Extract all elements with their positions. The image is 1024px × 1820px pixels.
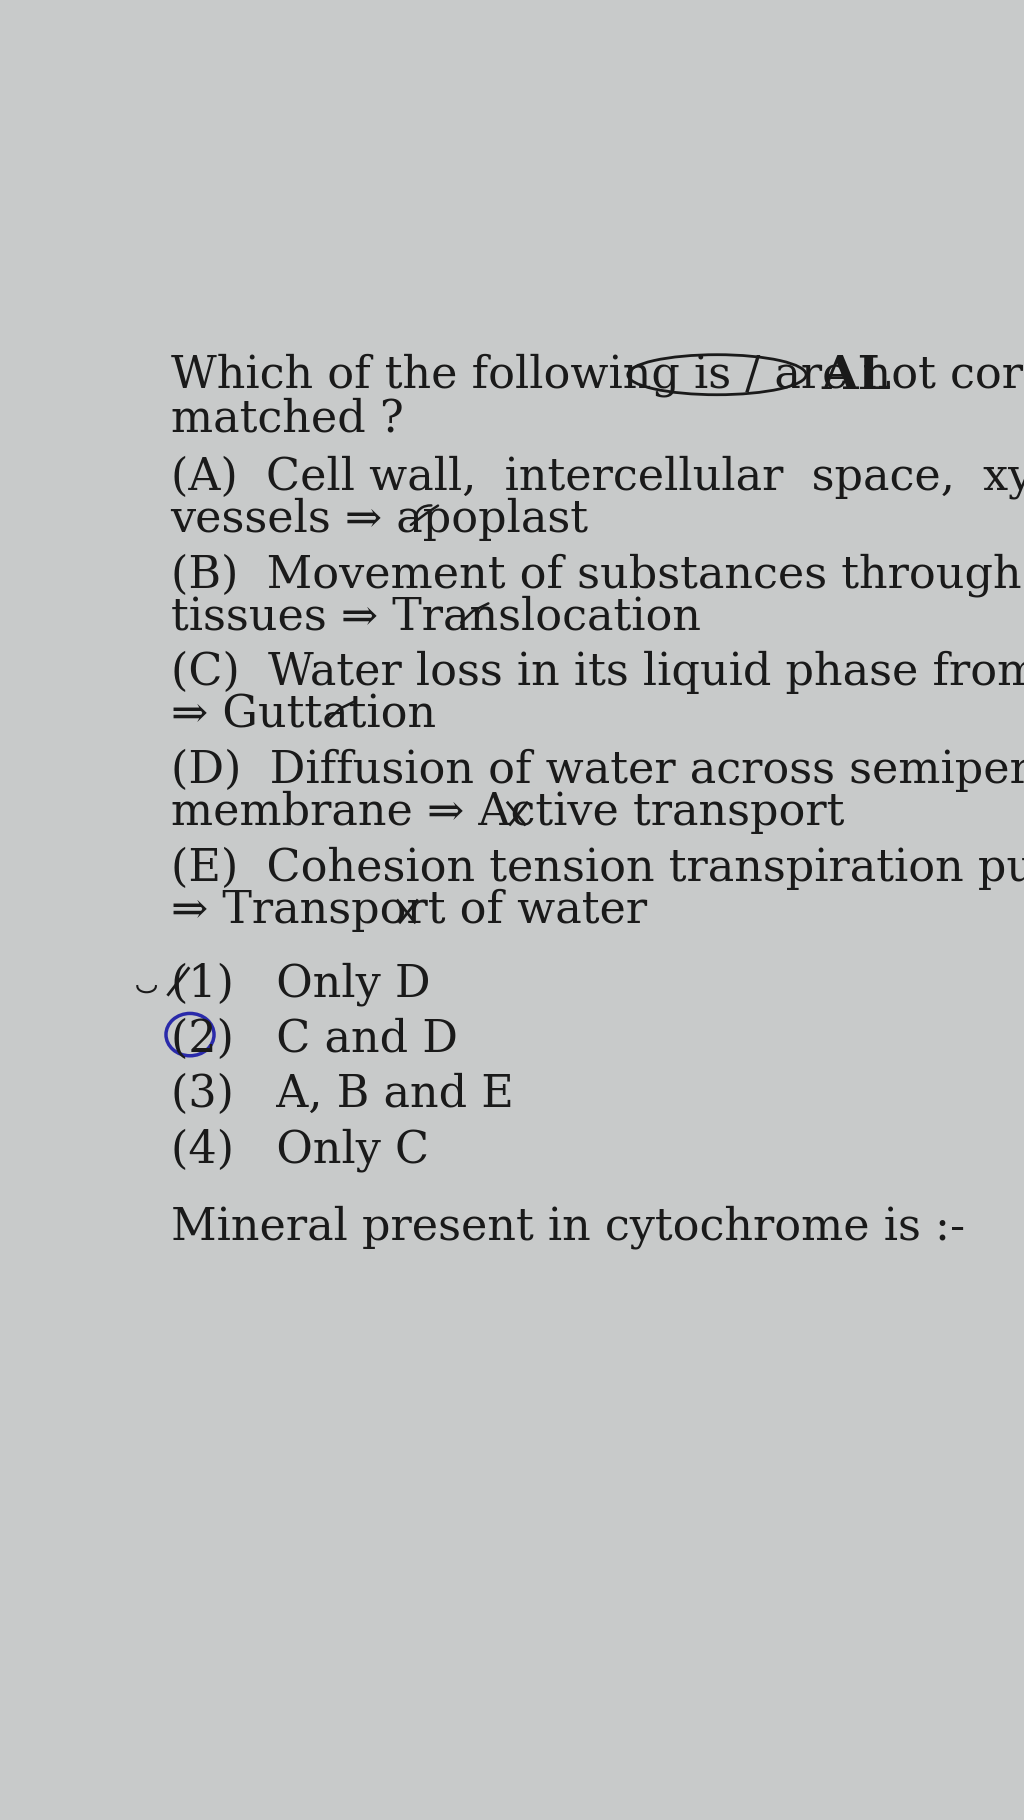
Text: (3)   A, B and E: (3) A, B and E — [171, 1074, 513, 1116]
Text: (A)  Cell wall,  intercellular  space,  xylem: (A) Cell wall, intercellular space, xyle… — [171, 455, 1024, 499]
Text: (E)  Cohesion tension transpiration pull model: (E) Cohesion tension transpiration pull … — [171, 846, 1024, 890]
Text: Mineral present in cytochrome is :-: Mineral present in cytochrome is :- — [171, 1205, 965, 1249]
Text: (C)  Water loss in its liquid phase from cut stem: (C) Water loss in its liquid phase from … — [171, 652, 1024, 693]
Text: ⇒ Transport of water: ⇒ Transport of water — [171, 890, 647, 932]
Text: Which of the following is / are not correctly: Which of the following is / are not corr… — [171, 353, 1024, 397]
Text: (1)   Only D: (1) Only D — [171, 963, 430, 1006]
Text: (2)   C and D: (2) C and D — [171, 1017, 458, 1061]
Text: (B)  Movement of substances through vascular: (B) Movement of substances through vascu… — [171, 553, 1024, 597]
Text: tissues ⇒ Translocation: tissues ⇒ Translocation — [171, 595, 700, 639]
Text: matched ?: matched ? — [171, 399, 403, 440]
Text: AL: AL — [821, 353, 891, 399]
Text: vessels ⇒ apoplast: vessels ⇒ apoplast — [171, 499, 589, 541]
Text: membrane ⇒ Active transport: membrane ⇒ Active transport — [171, 792, 844, 834]
Text: ⇒ Guttation: ⇒ Guttation — [171, 693, 436, 737]
Text: (4)   Only C: (4) Only C — [171, 1128, 429, 1172]
Text: (D)  Diffusion of water across semipermeable: (D) Diffusion of water across semipermea… — [171, 750, 1024, 792]
